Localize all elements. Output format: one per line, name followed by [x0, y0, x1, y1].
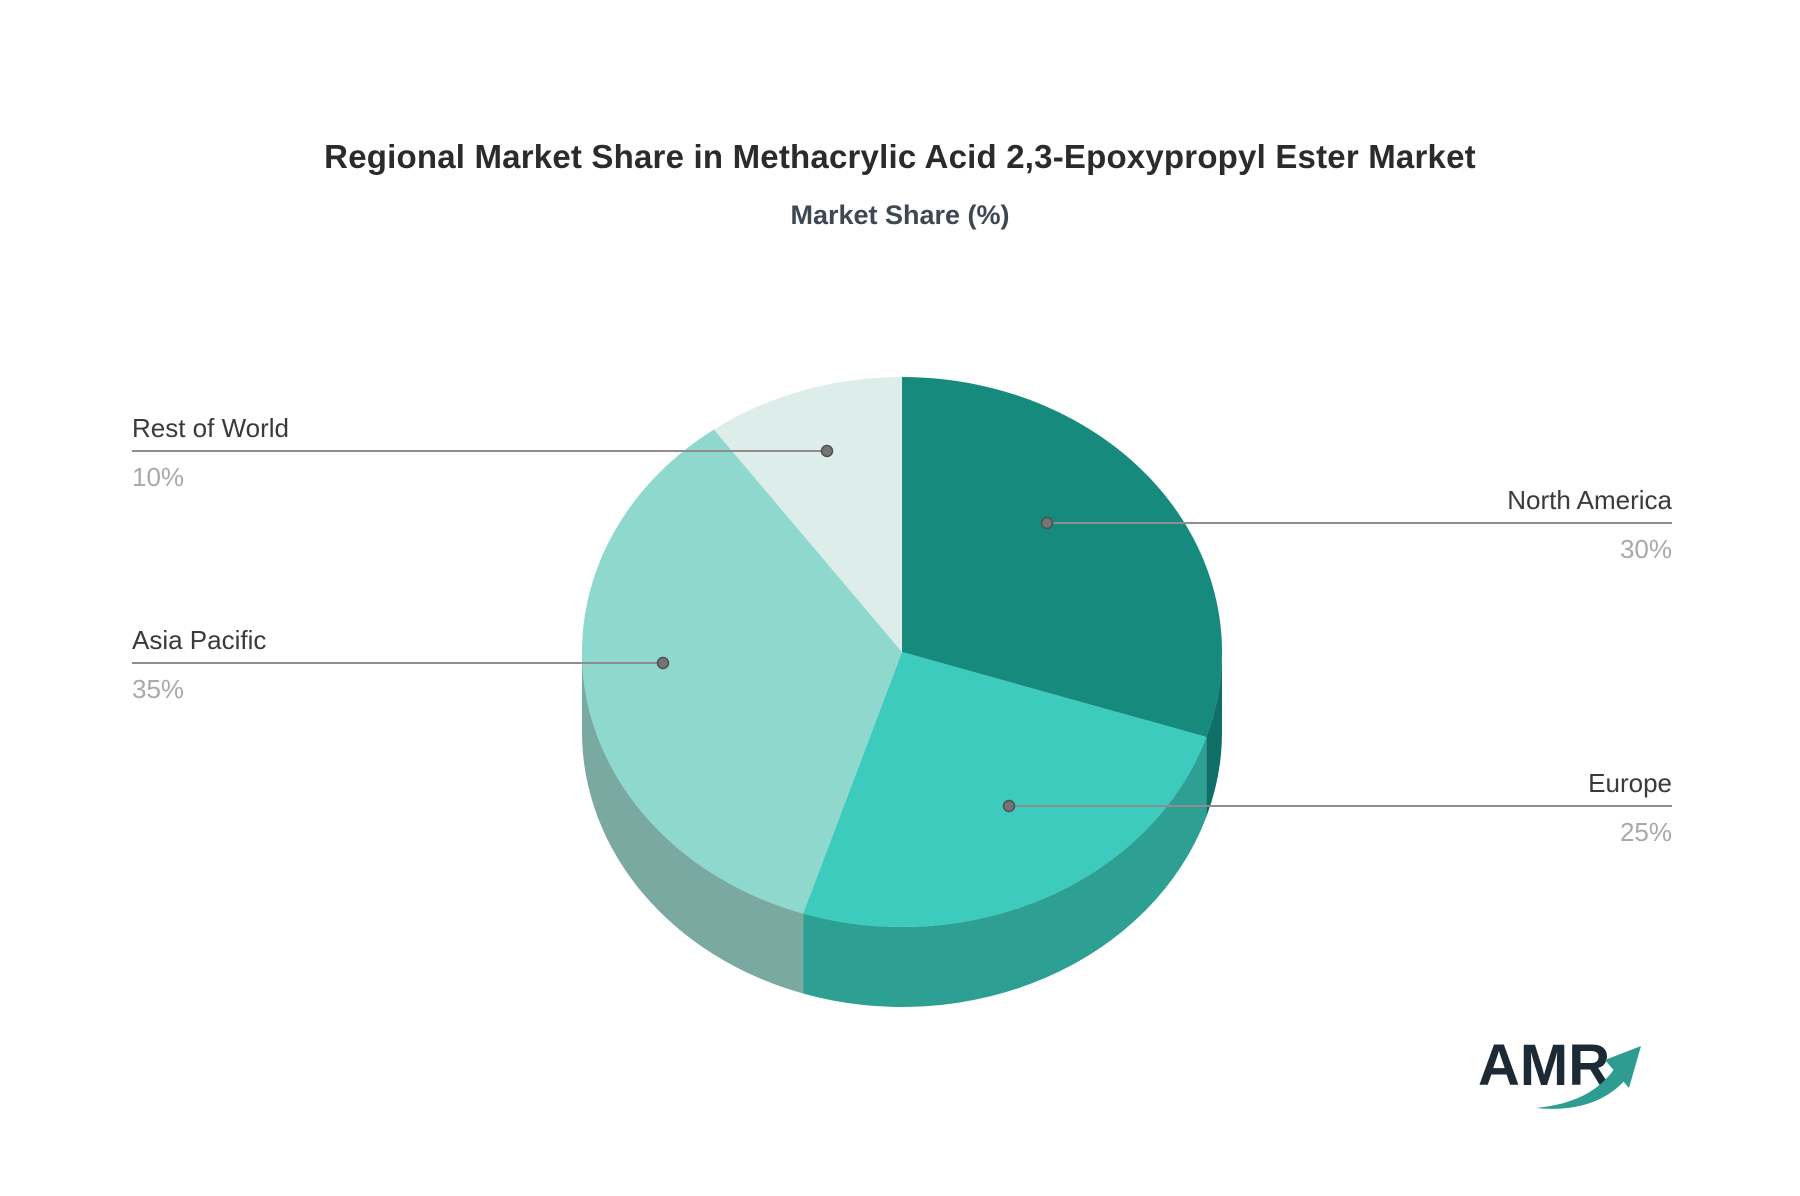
callout-dot-rest-of-world — [820, 444, 834, 458]
pie-label-name: Europe — [1588, 768, 1672, 798]
pie-label-percent: 30% — [1619, 534, 1672, 564]
pie-label-percent: 25% — [1619, 817, 1672, 847]
chart-title: Regional Market Share in Methacrylic Aci… — [324, 138, 1476, 175]
pie-slice-side-north-america — [1206, 652, 1222, 817]
amr-logo-text: AMR — [1478, 1033, 1611, 1098]
pie-label-percent: 35% — [132, 674, 185, 704]
pie-slice-north-america[interactable] — [902, 377, 1223, 737]
pie-label-name: Rest of World — [132, 413, 290, 443]
pie-label-name: North America — [1507, 485, 1672, 515]
pie-slice-side-europe — [803, 736, 1207, 1008]
callout-dot-europe — [1002, 799, 1016, 813]
amr-logo: AMR — [1478, 1032, 1688, 1122]
pie-label-name: Asia Pacific — [132, 625, 267, 655]
pie-slice-europe[interactable] — [803, 652, 1207, 928]
pie-slice-rest-of-world[interactable] — [713, 377, 902, 652]
callout-dot-asia-pacific — [656, 656, 670, 670]
callout-dot-north-america — [1040, 516, 1054, 530]
pie-slice-asia-pacific[interactable] — [581, 429, 902, 914]
pie-label-percent: 10% — [132, 462, 185, 492]
pie-slice-side-asia-pacific — [582, 652, 804, 994]
logo-arrow-icon — [1536, 1046, 1641, 1109]
chart-subtitle: Market Share (%) — [790, 200, 1010, 230]
